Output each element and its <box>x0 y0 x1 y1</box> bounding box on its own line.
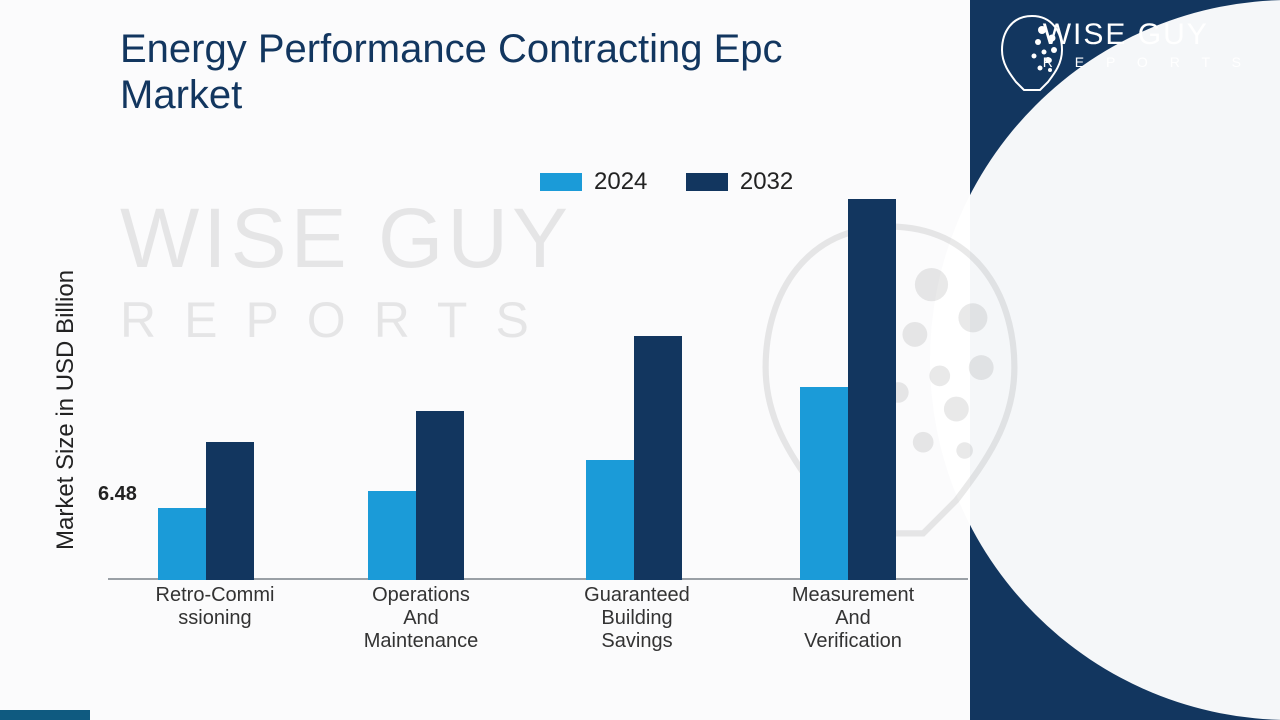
legend: 2024 2032 <box>540 168 827 196</box>
legend-swatch-2032 <box>686 173 728 191</box>
bar-2032 <box>634 336 682 580</box>
legend-item-2024: 2024 <box>540 168 647 196</box>
bar-2032 <box>416 411 464 580</box>
x-axis-category: GuaranteedBuildingSavings <box>552 584 722 653</box>
bar-2024 <box>800 387 848 580</box>
bar-2024 <box>368 491 416 580</box>
legend-swatch-2024 <box>540 173 582 191</box>
y-axis-label: Market Size in USD Billion <box>52 270 80 550</box>
brand-head-icon <box>994 12 1070 94</box>
x-axis-category: OperationsAndMaintenance <box>336 584 506 653</box>
footer-accent-bar <box>0 710 90 720</box>
page-root: WISE GUY R E P O R T S Energy Performanc… <box>0 0 1280 720</box>
plot-area: 6.48 <box>108 180 968 580</box>
legend-item-2032: 2032 <box>686 168 793 196</box>
bar-value-label: 6.48 <box>98 483 137 506</box>
brand-line1: WISE GUY <box>1043 18 1250 52</box>
bar-2024 <box>158 508 206 580</box>
bar-2032 <box>848 199 896 580</box>
bar-2032 <box>206 442 254 580</box>
legend-label-2032: 2032 <box>740 168 793 196</box>
bar-2024 <box>586 460 634 580</box>
legend-label-2024: 2024 <box>594 168 647 196</box>
brand-line2: R E P O R T S <box>1043 54 1250 70</box>
brand-logo: WISE GUY R E P O R T S <box>1043 18 1250 70</box>
chart-title: Energy Performance Contracting Epc Marke… <box>120 26 880 118</box>
x-axis-category: Retro-Commissioning <box>130 584 300 630</box>
x-axis-category: MeasurementAndVerification <box>768 584 938 653</box>
